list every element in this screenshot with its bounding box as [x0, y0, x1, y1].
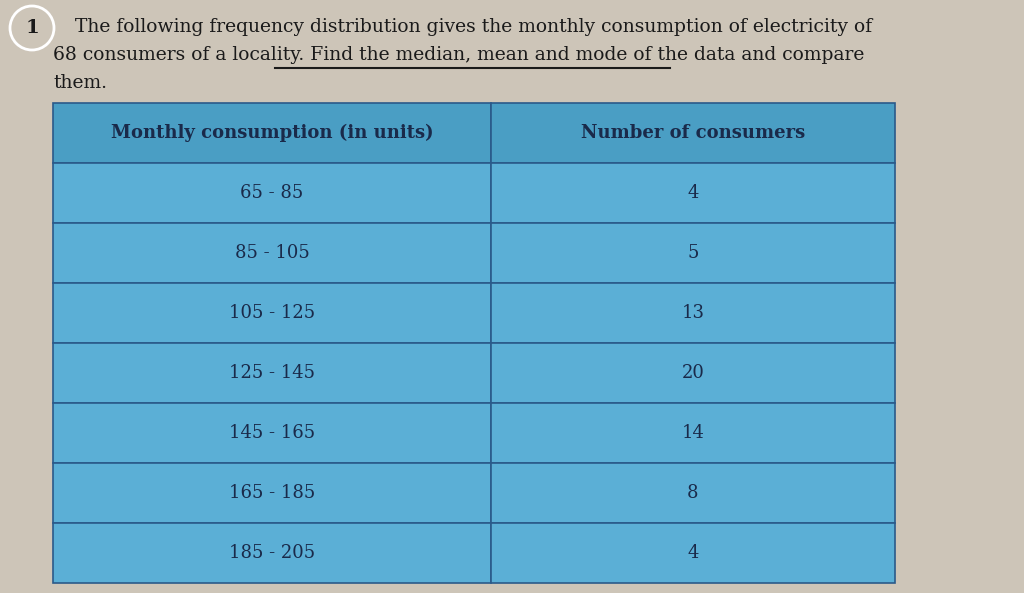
- Text: 14: 14: [682, 424, 705, 442]
- Bar: [490, 463, 895, 523]
- Text: Number of consumers: Number of consumers: [581, 124, 805, 142]
- Bar: [53, 223, 490, 283]
- Text: 4: 4: [687, 544, 698, 562]
- Bar: [490, 163, 895, 223]
- Text: The following frequency distribution gives the monthly consumption of electricit: The following frequency distribution giv…: [75, 18, 872, 36]
- Text: 105 - 125: 105 - 125: [228, 304, 315, 322]
- Text: 13: 13: [681, 304, 705, 322]
- Bar: [53, 523, 490, 583]
- Bar: [490, 283, 895, 343]
- Bar: [490, 523, 895, 583]
- Bar: [53, 403, 490, 463]
- Text: 125 - 145: 125 - 145: [229, 364, 315, 382]
- Text: them.: them.: [53, 74, 106, 92]
- Bar: [53, 103, 490, 163]
- Bar: [490, 403, 895, 463]
- Text: 1: 1: [26, 19, 39, 37]
- Text: 68 consumers of a locality. Find the median, mean and mode of the data and compa: 68 consumers of a locality. Find the med…: [53, 46, 864, 64]
- Text: 165 - 185: 165 - 185: [228, 484, 315, 502]
- Bar: [490, 343, 895, 403]
- Text: Monthly consumption (in units): Monthly consumption (in units): [111, 124, 433, 142]
- Bar: [53, 463, 490, 523]
- Text: 4: 4: [687, 184, 698, 202]
- Text: 85 - 105: 85 - 105: [234, 244, 309, 262]
- Bar: [53, 163, 490, 223]
- Bar: [53, 283, 490, 343]
- Bar: [490, 223, 895, 283]
- Text: 5: 5: [687, 244, 698, 262]
- Text: 145 - 165: 145 - 165: [228, 424, 315, 442]
- Text: 65 - 85: 65 - 85: [241, 184, 303, 202]
- Bar: [490, 103, 895, 163]
- Text: 185 - 205: 185 - 205: [228, 544, 315, 562]
- Text: 20: 20: [682, 364, 705, 382]
- Text: 8: 8: [687, 484, 698, 502]
- Bar: [53, 343, 490, 403]
